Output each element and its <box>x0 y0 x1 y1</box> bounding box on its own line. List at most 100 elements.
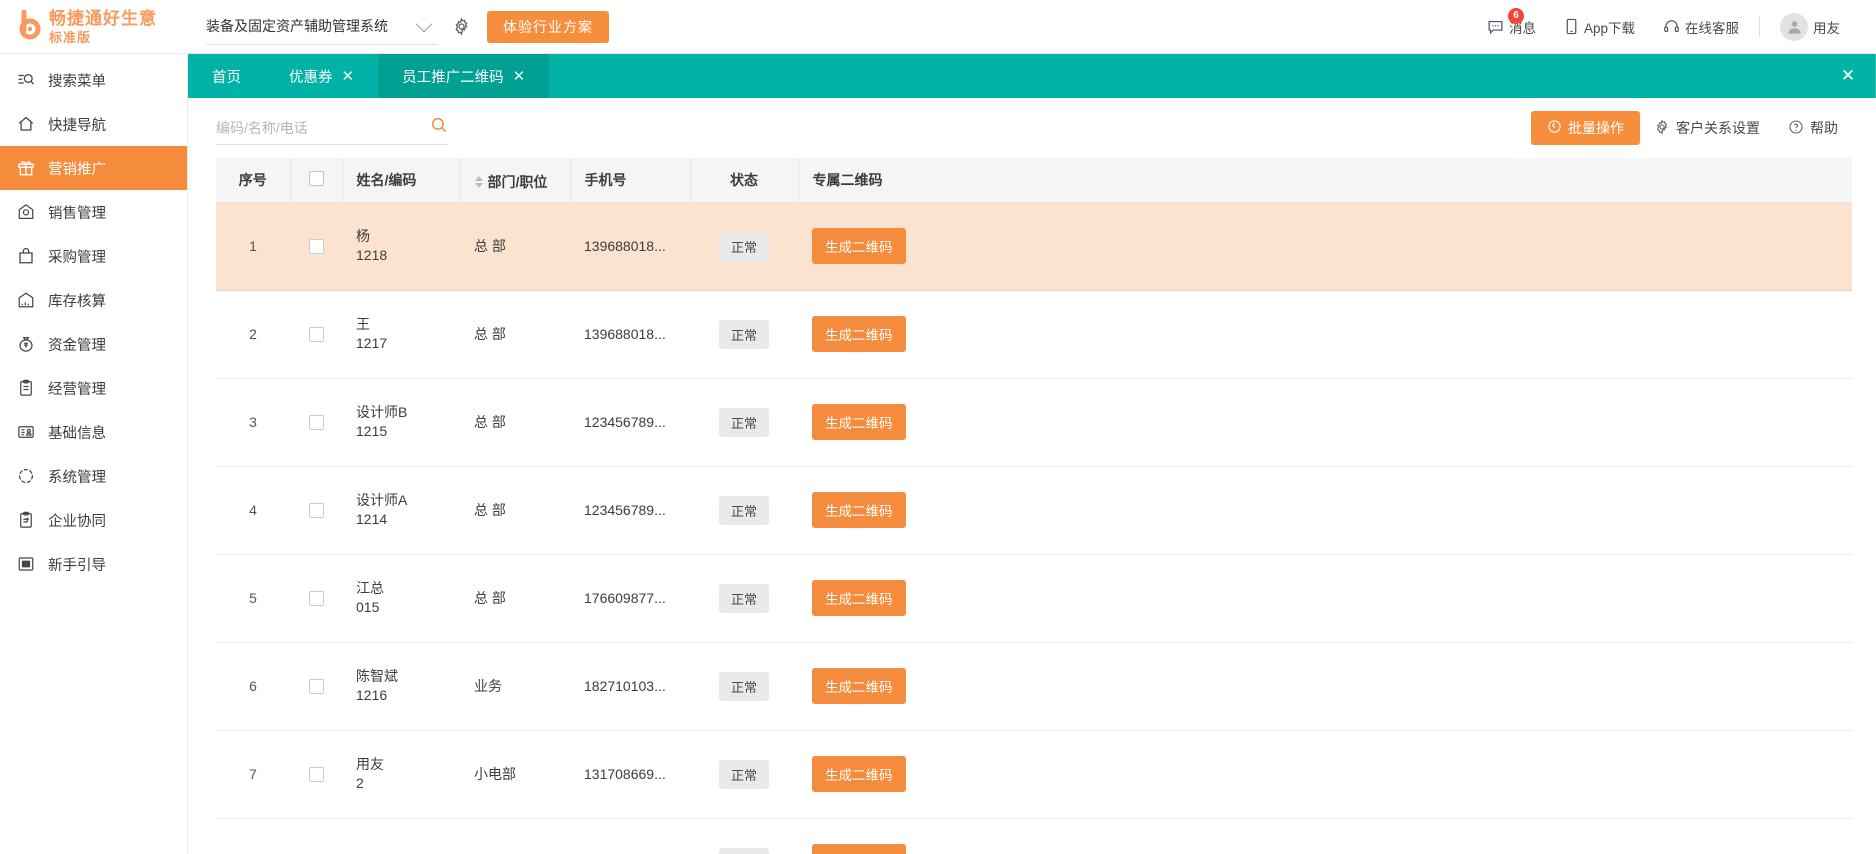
tab-employee-qrcode[interactable]: 员工推广二维码 ✕ <box>378 54 550 98</box>
row-state-cell: 正常 <box>690 554 798 643</box>
experience-solution-button[interactable]: 体验行业方案 <box>487 10 609 43</box>
row-state-cell: 正常 <box>690 642 798 731</box>
messages-button[interactable]: 消息 6 <box>1473 7 1550 42</box>
body-wrapper: 搜索菜单 快捷导航 营销推广 <box>0 54 1876 854</box>
search-box[interactable] <box>216 111 448 145</box>
select-all-checkbox[interactable] <box>308 170 324 186</box>
generate-qrcode-button[interactable]: 生成二维码 <box>812 316 906 352</box>
row-phone: 176609877... <box>570 554 690 643</box>
sidebar-item-collaboration[interactable]: 企业协同 <box>0 498 187 542</box>
status-badge: 正常 <box>718 407 769 437</box>
tab-close-icon[interactable]: ✕ <box>512 67 526 85</box>
brand-edition: 标准版 <box>49 29 92 45</box>
table-row[interactable]: 7 用友 2 小电部 131708669... <box>216 730 1852 819</box>
sidebar-item-basic-info[interactable]: 基础信息 <box>0 410 187 454</box>
column-header-dept[interactable]: 部门/职位 <box>460 158 571 203</box>
table-row[interactable]: 3 设计师B 1215 总 部 123456789... <box>216 378 1852 467</box>
brand-block[interactable]: 畅捷通好生意 标准版 <box>0 0 188 54</box>
sidebar-item-search-menu[interactable]: 搜索菜单 <box>0 58 187 102</box>
row-checkbox[interactable] <box>308 327 324 343</box>
row-name: 江总 <box>356 580 384 596</box>
id-card-icon <box>16 423 35 442</box>
system-selector[interactable]: 装备及固定资产辅助管理系统 <box>206 9 438 45</box>
generate-qrcode-button[interactable]: 生成二维码 <box>812 756 906 792</box>
column-header-checkbox <box>290 158 343 203</box>
table-row[interactable]: 6 陈智斌 1216 业务 182710103... <box>216 642 1852 731</box>
generate-qrcode-button[interactable]: 生成二维码 <box>812 668 906 704</box>
toolbar-link-label: 帮助 <box>1810 120 1838 136</box>
search-input[interactable] <box>216 119 430 136</box>
online-service-button[interactable]: 在线客服 <box>1649 12 1753 42</box>
row-name-cell: 设计师B 1215 <box>342 378 460 467</box>
search-icon[interactable] <box>430 116 448 139</box>
sidebar-item-inventory[interactable]: 库存核算 <box>0 278 187 322</box>
sidebar-item-purchase[interactable]: 采购管理 <box>0 234 187 278</box>
row-dept: 总 部 <box>460 378 570 467</box>
help-link[interactable]: 帮助 <box>1774 118 1852 138</box>
sidebar-item-funds[interactable]: 资金管理 <box>0 322 187 366</box>
row-checkbox[interactable] <box>308 415 324 431</box>
app-download-label: App下载 <box>1583 20 1635 36</box>
tab-coupon[interactable]: 优惠券 ✕ <box>265 54 378 98</box>
row-checkbox[interactable] <box>308 679 324 695</box>
sidebar-item-quick-nav[interactable]: 快捷导航 <box>0 102 187 146</box>
generate-qrcode-button[interactable]: 生成二维码 <box>812 228 906 264</box>
status-badge: 正常 <box>718 319 769 349</box>
sidebar-item-label: 资金管理 <box>48 337 106 354</box>
tab-close-icon[interactable]: ✕ <box>341 67 355 85</box>
header-divider <box>1759 16 1760 37</box>
sidebar-item-operations[interactable]: 经营管理 <box>0 366 187 410</box>
table-scroll-region[interactable]: 序号 姓名/编码 部 <box>188 158 1876 854</box>
guide-icon <box>16 555 35 574</box>
chevron-down-icon <box>415 15 433 32</box>
row-code: 1215 <box>356 423 388 439</box>
row-name: 设计师A <box>356 492 408 508</box>
row-checkbox[interactable] <box>308 503 324 519</box>
table-row[interactable]: 5 江总 015 总 部 176609877... <box>216 554 1852 643</box>
table-row[interactable]: 2 王 1217 总 部 139688018... <box>216 290 1852 379</box>
row-checkbox[interactable] <box>308 591 324 607</box>
tab-label: 首页 <box>212 69 241 86</box>
sidebar-item-label: 基础信息 <box>48 425 106 442</box>
app-download-button[interactable]: App下载 <box>1550 12 1649 42</box>
sidebar-item-guide[interactable]: 新手引导 <box>0 542 187 586</box>
table-body: 1 杨 1218 总 部 139688018... <box>216 202 1852 854</box>
search-menu-icon <box>16 71 35 90</box>
tab-label: 优惠券 <box>289 69 333 86</box>
row-name-cell: 用友 2 <box>342 730 460 819</box>
user-menu[interactable]: 用友 <box>1766 12 1854 42</box>
sidebar-item-label: 搜索菜单 <box>48 73 106 90</box>
sidebar-item-system[interactable]: 系统管理 <box>0 454 187 498</box>
row-phone: 123456789... <box>570 466 690 555</box>
warehouse-icon <box>16 291 35 310</box>
column-header-dept-label: 部门/职位 <box>487 173 548 190</box>
sidebar-item-sales[interactable]: 销售管理 <box>0 190 187 234</box>
row-index: 2 <box>216 290 290 379</box>
row-phone: 139688018... <box>570 202 690 291</box>
sidebar-item-marketing[interactable]: 营销推广 <box>0 146 187 190</box>
generate-qrcode-button[interactable]: 生成二维码 <box>812 580 906 616</box>
table-row[interactable]: 8 老李 正常 <box>216 818 1852 854</box>
header-settings-button[interactable] <box>452 17 471 36</box>
generate-qrcode-button[interactable]: 生成二维码 <box>812 492 906 528</box>
close-all-tabs-button[interactable]: ✕ <box>1820 54 1876 98</box>
customer-relation-settings-link[interactable]: 客户关系设置 <box>1640 118 1774 138</box>
tab-bar: 首页 优惠券 ✕ 员工推广二维码 ✕ ✕ <box>188 54 1876 98</box>
table-head: 序号 姓名/编码 部 <box>216 158 1852 203</box>
row-checkbox[interactable] <box>308 767 324 783</box>
sort-arrows-icon[interactable] <box>474 175 483 188</box>
row-checkbox[interactable] <box>308 239 324 255</box>
generate-qrcode-button[interactable]: 生成二维码 <box>812 404 906 440</box>
row-action-cell: 生成二维码 <box>798 642 1852 731</box>
table-row[interactable]: 4 设计师A 1214 总 部 123456789... <box>216 466 1852 555</box>
generate-qrcode-button[interactable]: 生成二维码 <box>812 844 906 854</box>
row-name-cell: 王 1217 <box>342 290 460 379</box>
row-phone: 131708669... <box>570 730 690 819</box>
batch-operation-button[interactable]: 批量操作 <box>1531 111 1640 145</box>
tab-home[interactable]: 首页 <box>188 54 265 98</box>
table-row[interactable]: 1 杨 1218 总 部 139688018... <box>216 202 1852 291</box>
row-name-cell: 陈智斌 1216 <box>342 642 460 731</box>
mobile-icon <box>1566 18 1577 35</box>
system-selector-value: 装备及固定资产辅助管理系统 <box>206 18 388 34</box>
